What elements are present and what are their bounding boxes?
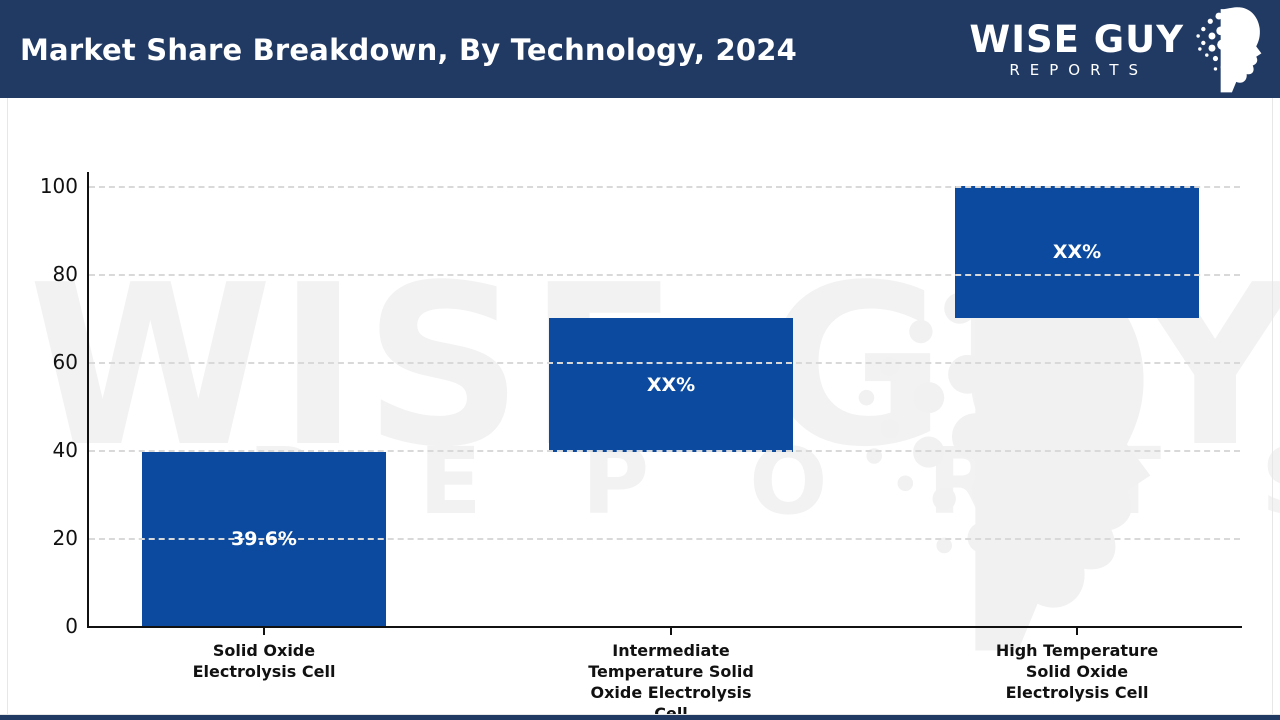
bar-value-label: XX% — [646, 373, 696, 396]
x-axis-tick — [670, 628, 672, 635]
right-frame-line — [1272, 98, 1273, 715]
gridline — [89, 450, 1240, 452]
gridline — [89, 362, 1240, 364]
y-axis-tick-label: 20 — [52, 526, 78, 550]
chart-canvas: WISE GUY R E P O R T S 02040608010039.6%… — [0, 98, 1280, 715]
header-banner: Market Share Breakdown, By Technology, 2… — [0, 0, 1280, 98]
category-label-line: Cell — [654, 704, 688, 715]
y-axis-tick-label: 0 — [65, 614, 78, 638]
bottom-frame-line — [0, 714, 1280, 715]
category-label-line: Solid Oxide — [1025, 662, 1129, 681]
logo-wordmark: WISE GUY — [969, 17, 1184, 61]
gridline — [89, 186, 1240, 188]
y-axis-tick-label: 60 — [52, 350, 78, 374]
footer-bar — [0, 715, 1280, 720]
x-axis-category-label: Solid Oxide Electrolysis Cell — [124, 640, 404, 682]
logo-text: WISE GUY REPORTS — [969, 17, 1184, 79]
gridline — [89, 274, 1240, 276]
category-label-line: Oxide Electrolysis — [590, 683, 752, 702]
y-axis-tick-label: 40 — [52, 438, 78, 462]
category-label-line: Electrolysis Cell — [192, 662, 336, 681]
bar-segment — [955, 186, 1199, 318]
x-axis-category-label: Intermediate Temperature Solid Oxide Elect… — [531, 640, 811, 715]
x-axis-line — [87, 626, 1242, 628]
logo-subtitle: REPORTS — [1009, 60, 1149, 79]
category-label-line: Solid Oxide — [212, 641, 316, 660]
x-axis-tick — [263, 628, 265, 635]
y-axis-tick-label: 80 — [52, 262, 78, 286]
category-label-line: High Temperature — [995, 641, 1159, 660]
page-title: Market Share Breakdown, By Technology, 2… — [20, 33, 798, 67]
bar-segment — [549, 318, 793, 452]
x-axis-category-label: High Temperature Solid Oxide Electrolysis … — [937, 640, 1217, 703]
y-axis-line — [87, 172, 89, 628]
y-axis-tick-label: 100 — [39, 174, 78, 198]
category-label-line: Temperature Solid — [588, 662, 754, 681]
gridline — [89, 538, 1240, 540]
left-frame-line — [7, 98, 8, 715]
bar-value-label: XX% — [1052, 241, 1102, 263]
wise-guy-reports-logo: WISE GUY REPORTS — [969, 4, 1264, 94]
bar-value-label: 39.6% — [231, 527, 297, 550]
x-axis-tick — [1076, 628, 1078, 635]
category-label-line: Intermediate — [612, 641, 730, 660]
dotted-face-icon — [1196, 7, 1262, 93]
category-label-line: Electrolysis Cell — [1005, 683, 1149, 702]
